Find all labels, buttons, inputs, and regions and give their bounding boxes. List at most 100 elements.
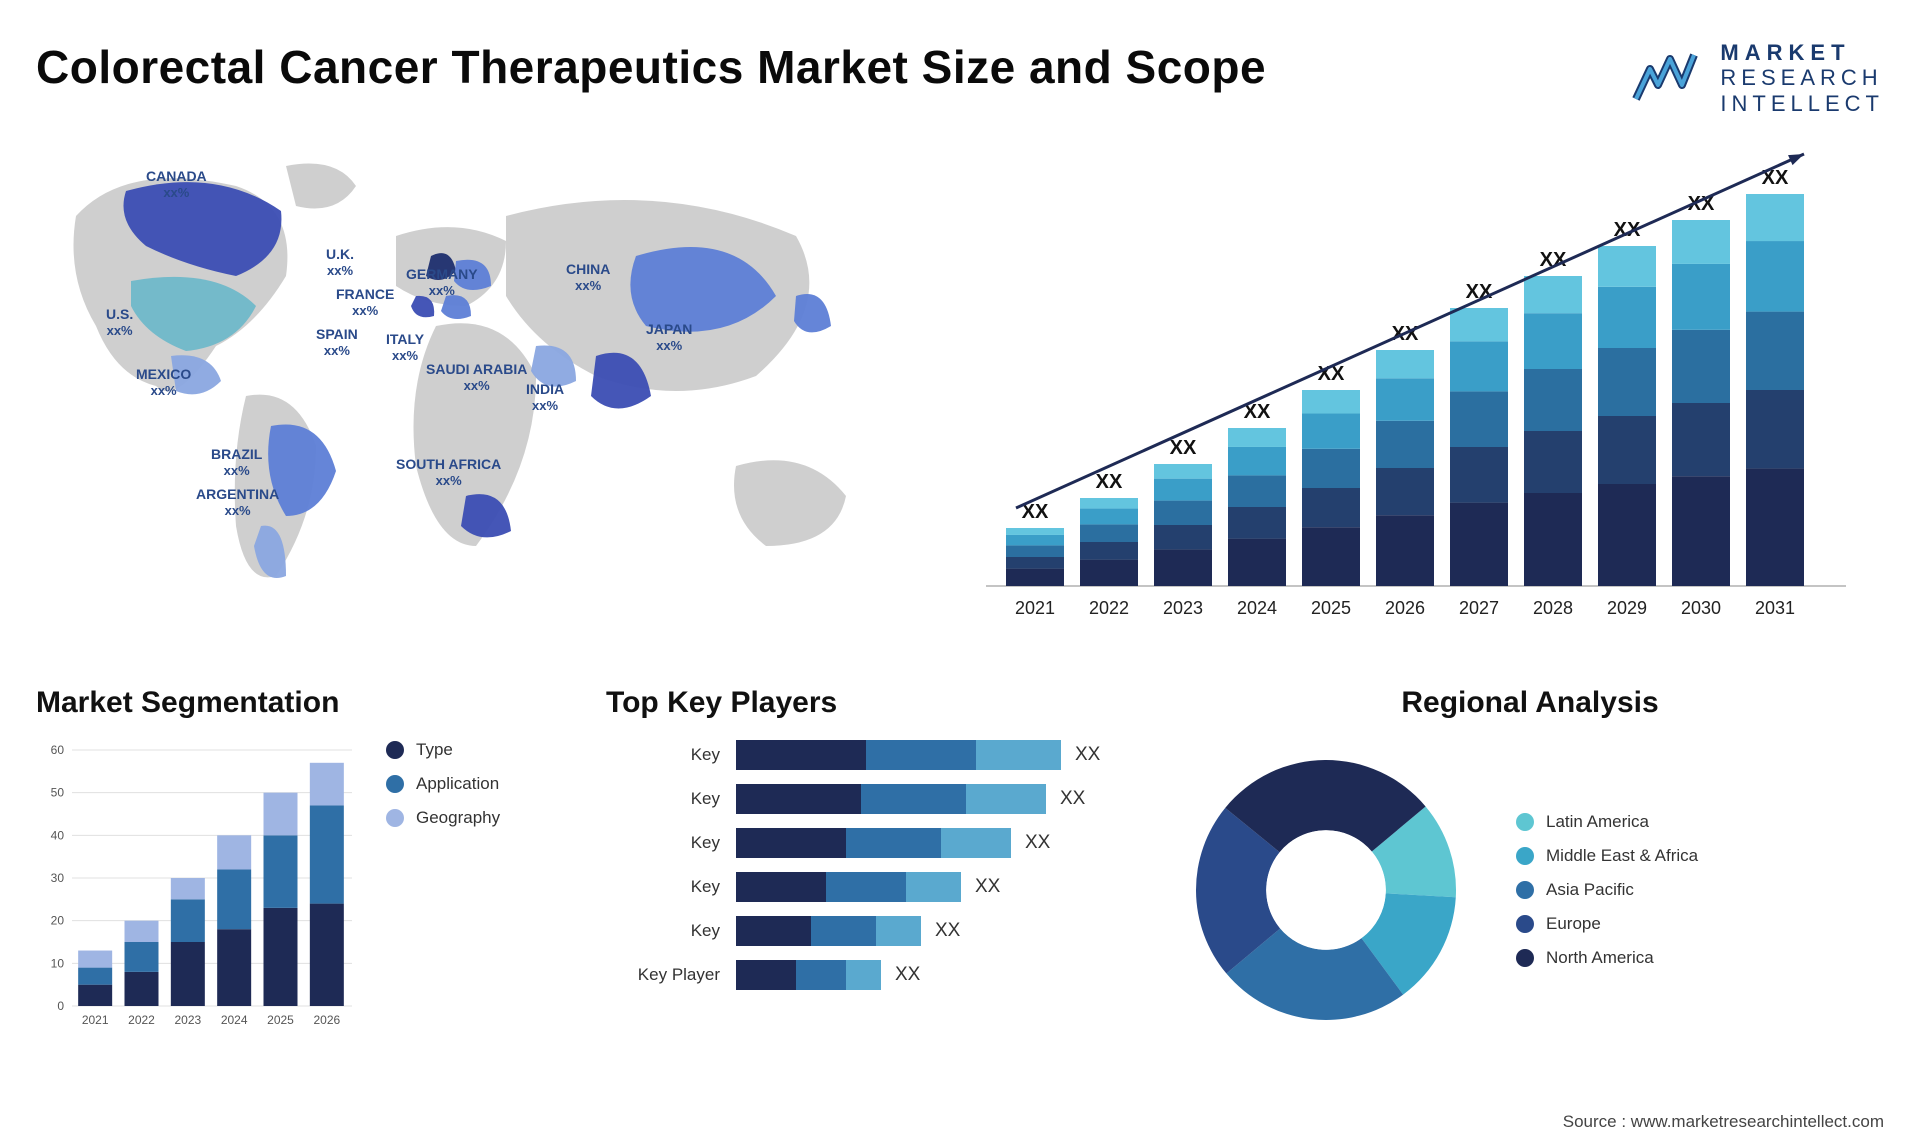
key-player-bar-segment <box>876 916 921 946</box>
key-player-bar-segment <box>736 828 846 858</box>
map-label: CHINAxx% <box>566 261 610 293</box>
key-player-value: XX <box>1060 788 1085 810</box>
map-label: JAPANxx% <box>646 321 692 353</box>
svg-text:2022: 2022 <box>128 1013 155 1027</box>
svg-text:2023: 2023 <box>174 1013 201 1027</box>
svg-text:2023: 2023 <box>1163 598 1203 618</box>
key-player-bar-segment <box>861 784 966 814</box>
growth-chart-svg: XX2021XX2022XX2023XX2024XX2025XX2026XX20… <box>976 146 1856 636</box>
svg-text:2026: 2026 <box>313 1013 340 1027</box>
svg-text:XX: XX <box>1096 471 1123 493</box>
map-label: ARGENTINAxx% <box>196 486 279 518</box>
key-player-bar-segment <box>966 784 1046 814</box>
page-title: Colorectal Cancer Therapeutics Market Si… <box>36 40 1266 94</box>
key-player-row: Key Player XX <box>606 960 1126 990</box>
key-player-bar-segment <box>811 916 876 946</box>
svg-text:2022: 2022 <box>1089 598 1129 618</box>
key-player-label: Key <box>606 921 736 941</box>
svg-text:2030: 2030 <box>1681 598 1721 618</box>
key-player-value: XX <box>975 876 1000 898</box>
source-line: Source : www.marketresearchintellect.com <box>1563 1112 1884 1132</box>
key-player-bar-segment <box>736 740 866 770</box>
map-label: GERMANYxx% <box>406 266 478 298</box>
segmentation-chart-svg: 0102030405060202120222023202420252026 <box>36 740 356 1040</box>
world-map-panel: CANADAxx% U.S.xx% MEXICOxx% BRAZILxx% ARGENT… <box>36 146 936 656</box>
map-label: U.K.xx% <box>326 246 354 278</box>
svg-text:0: 0 <box>57 999 64 1013</box>
key-player-bar-segment <box>796 960 846 990</box>
key-player-value: XX <box>895 964 920 986</box>
legend-item: Type <box>386 740 500 760</box>
key-players-panel: Top Key Players Key XX Key XX Key XX Key XX Key X… <box>606 686 1126 1066</box>
map-label: FRANCExx% <box>336 286 394 318</box>
svg-text:2028: 2028 <box>1533 598 1573 618</box>
svg-text:2025: 2025 <box>1311 598 1351 618</box>
svg-text:2027: 2027 <box>1459 598 1499 618</box>
legend-item: Geography <box>386 808 500 828</box>
key-player-bar-segment <box>826 872 906 902</box>
legend-item: Application <box>386 774 500 794</box>
key-player-row: Key XX <box>606 828 1126 858</box>
map-label: MEXICOxx% <box>136 366 191 398</box>
map-label: SPAINxx% <box>316 326 358 358</box>
svg-text:2031: 2031 <box>1755 598 1795 618</box>
regional-title: Regional Analysis <box>1176 686 1884 720</box>
key-player-label: Key <box>606 833 736 853</box>
svg-text:2021: 2021 <box>1015 598 1055 618</box>
key-player-bar-segment <box>941 828 1011 858</box>
map-label: INDIAxx% <box>526 381 564 413</box>
map-label: CANADAxx% <box>146 168 207 200</box>
svg-text:2024: 2024 <box>1237 598 1277 618</box>
key-player-value: XX <box>1075 744 1100 766</box>
key-player-row: Key XX <box>606 784 1126 814</box>
key-player-bar-segment <box>736 916 811 946</box>
svg-text:XX: XX <box>1170 437 1197 459</box>
key-player-row: Key XX <box>606 872 1126 902</box>
svg-text:10: 10 <box>51 956 65 970</box>
legend-item: Asia Pacific <box>1516 880 1698 900</box>
svg-text:2026: 2026 <box>1385 598 1425 618</box>
segmentation-legend: Type Application Geography <box>386 740 500 1040</box>
logo-text-3: INTELLECT <box>1720 91 1884 116</box>
key-player-bar-segment <box>906 872 961 902</box>
key-player-bar-segment <box>736 784 861 814</box>
key-player-bar-segment <box>736 872 826 902</box>
svg-text:40: 40 <box>51 828 65 842</box>
map-label: ITALYxx% <box>386 331 424 363</box>
svg-text:2024: 2024 <box>221 1013 248 1027</box>
svg-text:20: 20 <box>51 914 65 928</box>
regional-legend: Latin America Middle East & Africa Asia Pa… <box>1516 812 1698 968</box>
key-player-value: XX <box>1025 832 1050 854</box>
svg-text:60: 60 <box>51 743 65 757</box>
key-player-bar-segment <box>846 960 881 990</box>
key-player-value: XX <box>935 920 960 942</box>
key-player-row: Key XX <box>606 916 1126 946</box>
brand-logo: MARKET RESEARCH INTELLECT <box>1628 40 1884 116</box>
logo-text-2: RESEARCH <box>1720 65 1884 90</box>
growth-chart-panel: XX2021XX2022XX2023XX2024XX2025XX2026XX20… <box>976 146 1884 656</box>
legend-item: Latin America <box>1516 812 1698 832</box>
key-player-bar-segment <box>736 960 796 990</box>
svg-text:2025: 2025 <box>267 1013 294 1027</box>
key-player-label: Key <box>606 789 736 809</box>
key-players-rows: Key XX Key XX Key XX Key XX Key XX Key Player XX <box>606 740 1126 1004</box>
legend-item: North America <box>1516 948 1698 968</box>
regional-panel: Regional Analysis Latin America Middle Ea… <box>1176 686 1884 1066</box>
legend-item: Middle East & Africa <box>1516 846 1698 866</box>
key-player-row: Key XX <box>606 740 1126 770</box>
logo-mark-icon <box>1628 47 1708 109</box>
regional-donut-svg <box>1176 740 1476 1040</box>
svg-text:30: 30 <box>51 871 65 885</box>
key-player-bar-segment <box>846 828 941 858</box>
map-label: BRAZILxx% <box>211 446 262 478</box>
map-label: SOUTH AFRICAxx% <box>396 456 501 488</box>
legend-item: Europe <box>1516 914 1698 934</box>
segmentation-panel: Market Segmentation 01020304050602021202… <box>36 686 556 1066</box>
key-player-bar-segment <box>866 740 976 770</box>
key-players-title: Top Key Players <box>606 686 1126 720</box>
key-player-label: Key <box>606 877 736 897</box>
key-player-label: Key <box>606 745 736 765</box>
key-player-label: Key Player <box>606 965 736 985</box>
svg-text:2021: 2021 <box>82 1013 109 1027</box>
map-label: U.S.xx% <box>106 306 133 338</box>
